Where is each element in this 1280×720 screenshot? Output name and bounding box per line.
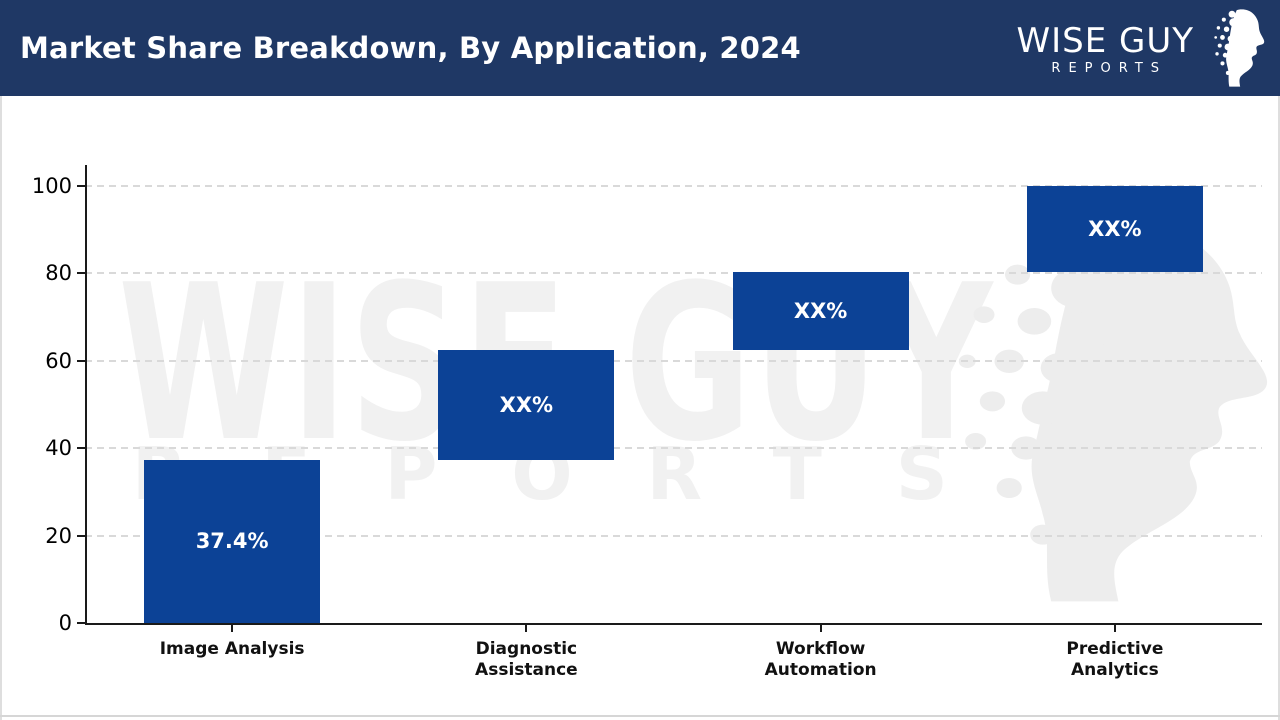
page-border-right <box>1278 96 1280 720</box>
y-axis-tick <box>77 185 85 187</box>
bar-value-label: XX% <box>499 392 554 417</box>
y-axis-tick <box>77 534 85 537</box>
header: Market Share Breakdown, By Application, … <box>0 0 1280 96</box>
logo-text-secondary: REPORTS <box>1051 60 1168 76</box>
y-axis-tick <box>77 272 85 275</box>
y-axis-tick-label: 100 <box>31 174 72 198</box>
gridline-80 <box>85 272 1262 275</box>
page-border-left <box>0 96 2 720</box>
bar-image-analysis: 37.4% <box>144 459 321 623</box>
y-axis-tick <box>77 447 85 450</box>
bar-value-label: XX% <box>1088 216 1142 241</box>
logo-text-primary: WISE GUY <box>1016 21 1194 62</box>
category-label-workflow-automation: Workflow Automation <box>764 639 877 680</box>
category-label-image-analysis: Image Analysis <box>159 639 305 659</box>
y-axis-tick-label: 20 <box>45 523 72 548</box>
page-border-bottom <box>0 715 1280 717</box>
bar-workflow-automation: XX% <box>732 271 909 351</box>
y-axis-tick <box>77 622 85 624</box>
page-title: Market Share Breakdown, By Application, … <box>20 31 801 65</box>
logo-words: WISE GUY REPORTS <box>1016 21 1194 76</box>
x-axis-tick <box>819 625 822 632</box>
bar-value-label: 37.4% <box>195 529 269 554</box>
y-axis-line <box>85 165 87 625</box>
y-axis-tick-label: 0 <box>58 611 72 635</box>
x-axis-line <box>85 623 1262 625</box>
x-axis-tick <box>231 625 234 632</box>
logo: WISE GUY REPORTS <box>1016 6 1266 88</box>
gridline-60 <box>85 359 1262 362</box>
x-axis-tick <box>525 625 528 632</box>
bar-predictive-analytics: XX% <box>1026 186 1203 272</box>
y-axis-tick-label: 40 <box>45 436 72 461</box>
x-axis-tick <box>1113 625 1116 632</box>
gridline-40 <box>85 447 1262 450</box>
bar-diagnostic-assistance: XX% <box>438 350 615 460</box>
category-label-predictive-analytics: Predictive Analytics <box>1066 639 1164 680</box>
gridline-20 <box>85 534 1262 537</box>
category-label-diagnostic-assistance: Diagnostic Assistance <box>475 639 578 680</box>
y-axis-tick-label: 80 <box>45 261 72 286</box>
y-axis-tick-label: 60 <box>45 348 72 373</box>
wiseguy-head-logo-icon <box>1214 9 1265 87</box>
gridline-100 <box>85 185 1262 187</box>
y-axis-tick <box>77 359 85 362</box>
bar-value-label: XX% <box>793 298 848 323</box>
